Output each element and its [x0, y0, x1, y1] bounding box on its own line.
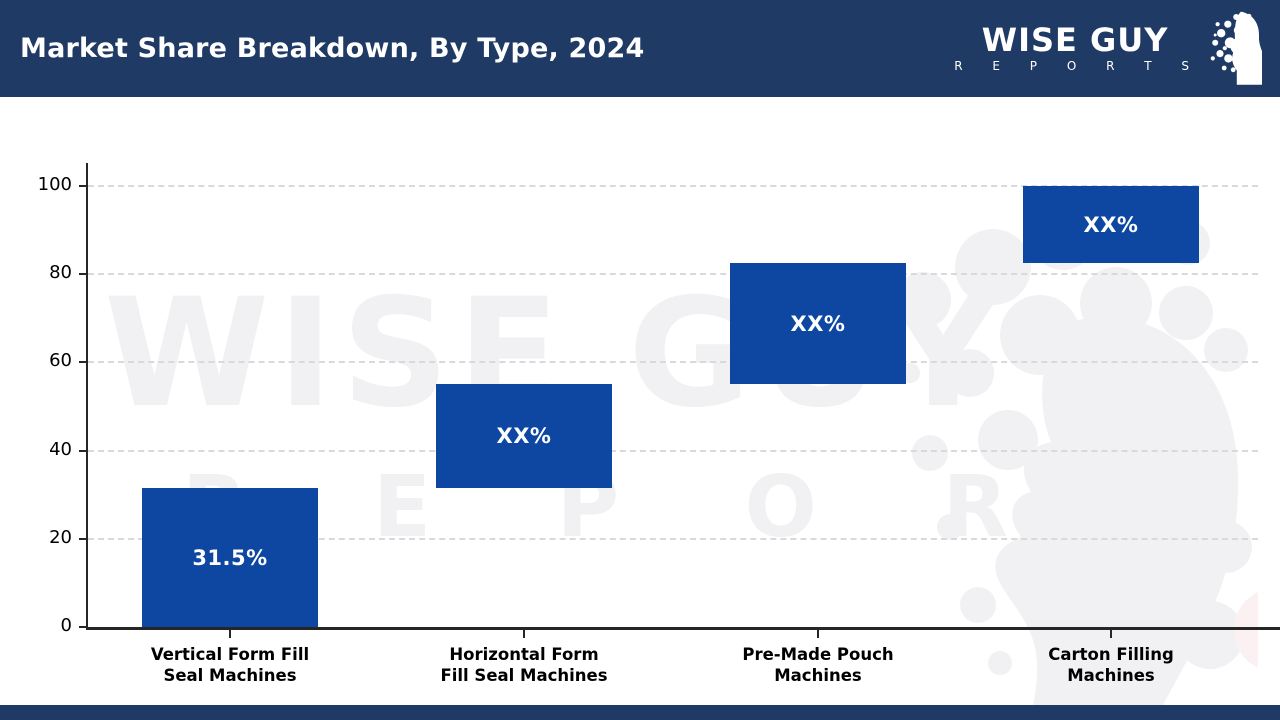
bar-segment: 31.5%	[142, 488, 318, 627]
y-tick-label: 60	[49, 350, 72, 372]
y-tick-label: 40	[49, 438, 72, 460]
bar-segment: XX%	[1023, 186, 1199, 264]
x-category-label: Horizontal Form Fill Seal Machines	[374, 644, 674, 686]
logo-text: WISE GUY R E P O R T S	[948, 24, 1202, 73]
y-tick-mark	[79, 185, 88, 187]
x-tick-mark	[1110, 630, 1112, 638]
y-tick-mark	[79, 626, 88, 628]
x-category-label-line: Pre-Made Pouch	[742, 645, 894, 664]
footer-bar	[0, 705, 1280, 720]
x-tick-mark	[229, 630, 231, 638]
y-tick-mark	[79, 361, 88, 364]
y-tick-label: 0	[60, 615, 72, 636]
bar-value-label: XX%	[1083, 212, 1139, 237]
gridline-20	[88, 537, 1258, 540]
y-tick-label: 80	[49, 262, 72, 284]
x-category-label: Carton Filling Machines	[961, 644, 1261, 686]
x-category-label-line: Vertical Form Fill	[150, 645, 310, 664]
wiseguy-face-icon	[1208, 8, 1262, 90]
gridline-100	[88, 185, 1258, 187]
y-tick-label: 20	[49, 526, 72, 548]
y-tick-label: 100	[37, 174, 72, 195]
gridline-40	[88, 449, 1258, 452]
gridline-80	[88, 273, 1258, 276]
bar-value-label: 31.5%	[192, 545, 268, 570]
x-tick-mark	[817, 630, 819, 638]
page-title: Market Share Breakdown, By Type, 2024	[20, 33, 645, 64]
wiseguy-logo: WISE GUY R E P O R T S	[948, 8, 1262, 90]
logo-wordmark: WISE GUY	[981, 21, 1169, 60]
x-category-label-line: Machines	[774, 666, 862, 686]
x-category-label-line: Horizontal Form	[449, 645, 599, 664]
x-category-label-line: Seal Machines	[163, 666, 297, 686]
chart-header: Market Share Breakdown, By Type, 2024 WI…	[0, 0, 1280, 97]
y-axis-spine	[86, 163, 88, 629]
y-tick-mark	[79, 273, 88, 276]
x-category-label: Pre-Made Pouch Machines	[668, 644, 968, 686]
x-category-label: Vertical Form Fill Seal Machines	[80, 644, 380, 686]
chart-area: WISE GUY R E P O R T S 02040608010031.5%…	[0, 97, 1280, 705]
x-category-label-line: Fill Seal Machines	[440, 666, 608, 686]
gridline-60	[88, 361, 1258, 364]
bar-segment: XX%	[436, 384, 612, 489]
bar-value-label: XX%	[790, 311, 846, 336]
x-tick-mark	[523, 630, 525, 638]
x-category-label-line: Machines	[1067, 666, 1155, 686]
y-tick-mark	[79, 537, 88, 540]
y-tick-mark	[79, 449, 88, 452]
bar-value-label: XX%	[496, 424, 552, 449]
x-category-label-line: Carton Filling	[1048, 645, 1174, 664]
bar-segment: XX%	[730, 263, 906, 385]
logo-subtext: R E P O R T S	[954, 58, 1202, 73]
x-axis-spine	[86, 627, 1280, 630]
